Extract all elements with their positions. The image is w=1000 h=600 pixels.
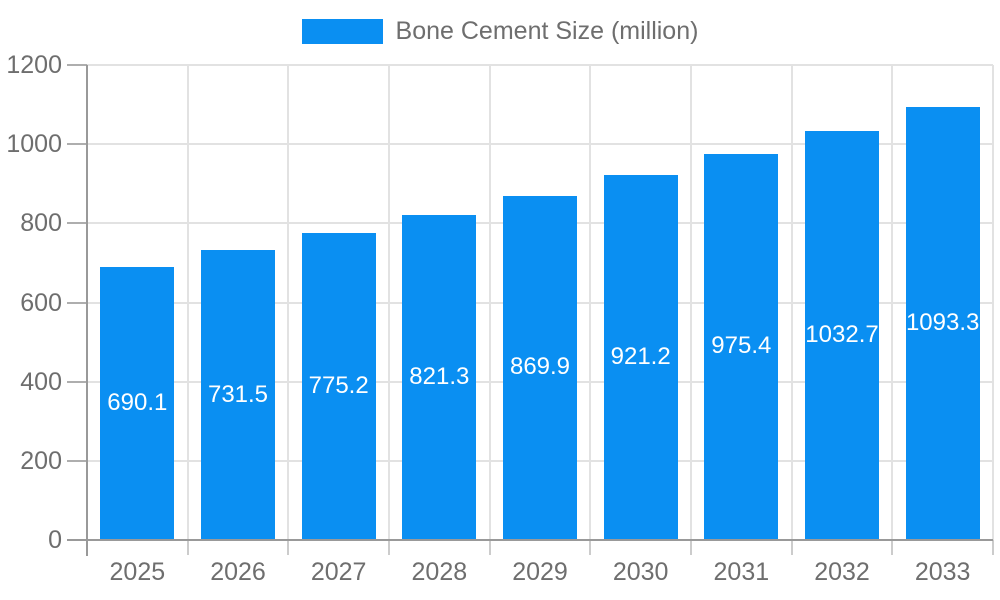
x-axis-tick [186, 540, 189, 555]
v-gridline [388, 65, 390, 540]
bar-2028[interactable]: 821.3 [402, 214, 477, 539]
x-axis-tick-label: 2030 [612, 558, 669, 586]
bar-2027[interactable]: 775.2 [301, 233, 376, 539]
legend-label[interactable]: Bone Cement Size (million) [395, 17, 699, 45]
y-axis-line [86, 65, 88, 556]
bar-value-label: 1032.7 [805, 321, 879, 349]
bar-value-label: 690.1 [107, 388, 168, 416]
x-axis-tick [488, 540, 491, 555]
bar-2031[interactable]: 975.4 [704, 153, 779, 539]
y-axis-tick-label: 0 [48, 526, 62, 554]
x-axis-tick [388, 540, 390, 555]
x-axis-tick [891, 540, 894, 555]
v-gridline [992, 65, 994, 540]
x-axis-tick-label: 2027 [310, 558, 367, 586]
v-gridline [287, 65, 290, 540]
v-gridline [589, 65, 592, 540]
plot-area: 690.1 731.5 775.2 821.3 869.9 921.2 975.4 1032.… [87, 64, 994, 540]
bar-value-label: 731.5 [207, 380, 269, 408]
h-gridline [87, 64, 993, 66]
y-axis-tick [67, 222, 87, 225]
bar-value-label: 975.4 [711, 332, 772, 360]
bar-value-label: 869.9 [509, 353, 571, 381]
x-axis-tick [992, 540, 994, 555]
y-axis-tick [67, 64, 87, 66]
x-axis-line [67, 539, 993, 541]
y-axis-tick-label: 1200 [6, 51, 62, 79]
x-axis-tick [589, 540, 592, 555]
bar-2033[interactable]: 1093.3 [905, 107, 980, 539]
y-axis-tick [67, 301, 87, 304]
v-gridline [790, 65, 793, 540]
bar-2025[interactable]: 690.1 [100, 266, 175, 539]
x-axis-tick-label: 2032 [814, 558, 870, 586]
y-axis-tick-label: 200 [20, 446, 62, 475]
x-axis-tick [287, 540, 290, 555]
v-gridline [488, 65, 491, 540]
v-gridline [690, 65, 692, 540]
x-axis-tick [690, 540, 692, 555]
bar-value-label: 1093.3 [905, 309, 980, 337]
bar-2030[interactable]: 921.2 [603, 175, 678, 539]
x-axis-tick-label: 2028 [411, 558, 468, 586]
v-gridline [891, 65, 894, 540]
y-axis-tick-label: 400 [20, 367, 62, 396]
y-axis-tick [67, 459, 87, 462]
y-axis-tick-label: 800 [20, 209, 62, 238]
v-gridline [186, 65, 189, 540]
bar-value-label: 775.2 [308, 372, 369, 400]
bar-2026[interactable]: 731.5 [201, 250, 275, 539]
y-axis-tick-label: 1000 [6, 130, 62, 159]
y-axis-tick-label: 600 [20, 288, 62, 317]
bar-value-label: 921.2 [610, 343, 671, 371]
x-axis-tick [790, 540, 793, 555]
y-axis-tick [67, 380, 87, 383]
y-axis-tick [67, 143, 87, 146]
bar-2029[interactable]: 869.9 [503, 195, 577, 539]
x-axis-tick-label: 2033 [914, 558, 971, 586]
x-axis-tick-label: 2026 [210, 558, 266, 586]
h-gridline [87, 143, 993, 146]
bar-value-label: 821.3 [409, 362, 470, 390]
x-axis-tick-label: 2025 [109, 558, 166, 586]
legend-swatch[interactable] [301, 19, 383, 44]
x-axis-tick-label: 2029 [512, 558, 568, 586]
chart-legend[interactable]: Bone Cement Size (million) [0, 17, 1000, 46]
bar-2032[interactable]: 1032.7 [805, 131, 879, 539]
x-axis-tick-label: 2031 [713, 558, 770, 586]
